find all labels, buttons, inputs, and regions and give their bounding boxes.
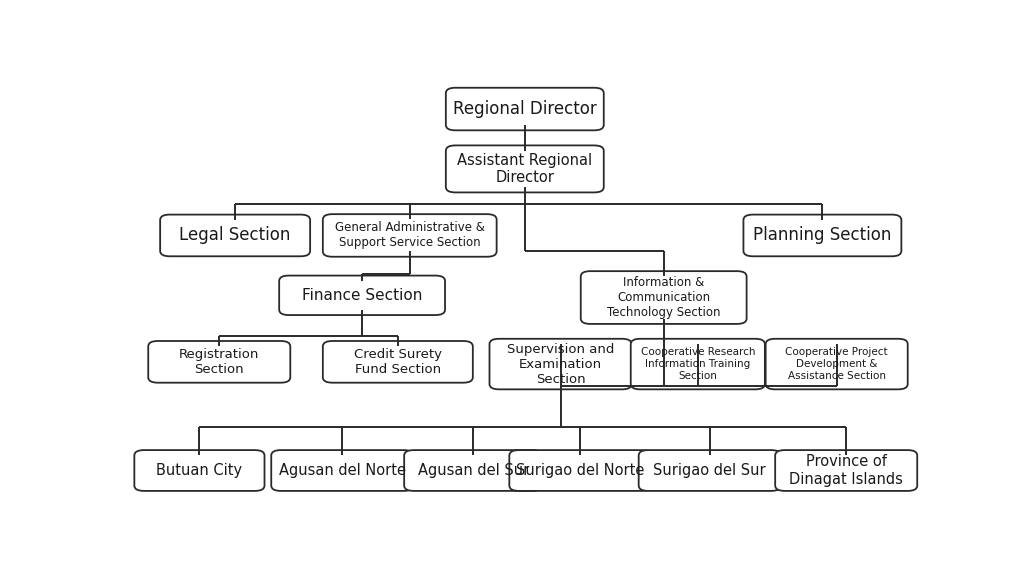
- Text: Surigao del Sur: Surigao del Sur: [653, 463, 766, 478]
- FancyBboxPatch shape: [134, 450, 264, 491]
- FancyBboxPatch shape: [323, 214, 497, 257]
- Text: Surigao del Norte: Surigao del Norte: [516, 463, 644, 478]
- FancyBboxPatch shape: [404, 450, 543, 491]
- Text: Credit Surety
Fund Section: Credit Surety Fund Section: [354, 348, 441, 376]
- FancyBboxPatch shape: [509, 450, 651, 491]
- Text: Finance Section: Finance Section: [302, 288, 422, 303]
- Text: Butuan City: Butuan City: [157, 463, 243, 478]
- FancyBboxPatch shape: [445, 88, 604, 130]
- FancyBboxPatch shape: [631, 339, 765, 389]
- Text: Registration
Section: Registration Section: [179, 348, 259, 376]
- Text: General Administrative &
Support Service Section: General Administrative & Support Service…: [335, 221, 484, 249]
- Text: Planning Section: Planning Section: [754, 226, 892, 244]
- FancyBboxPatch shape: [148, 341, 290, 382]
- FancyBboxPatch shape: [743, 215, 901, 256]
- FancyBboxPatch shape: [280, 275, 445, 315]
- FancyBboxPatch shape: [323, 341, 473, 382]
- FancyBboxPatch shape: [489, 339, 632, 389]
- FancyBboxPatch shape: [775, 450, 918, 491]
- Text: Province of
Dinagat Islands: Province of Dinagat Islands: [790, 454, 903, 487]
- Text: Agusan del Norte: Agusan del Norte: [279, 463, 406, 478]
- Text: Assistant Regional
Director: Assistant Regional Director: [458, 153, 592, 185]
- FancyBboxPatch shape: [639, 450, 780, 491]
- FancyBboxPatch shape: [271, 450, 414, 491]
- FancyBboxPatch shape: [445, 145, 604, 192]
- Text: Cooperative Research
Information Training
Section: Cooperative Research Information Trainin…: [641, 347, 755, 381]
- FancyBboxPatch shape: [766, 339, 907, 389]
- Text: Agusan del Sur: Agusan del Sur: [418, 463, 528, 478]
- Text: Cooperative Project
Development &
Assistance Section: Cooperative Project Development & Assist…: [785, 347, 888, 381]
- Text: Regional Director: Regional Director: [453, 100, 597, 118]
- FancyBboxPatch shape: [160, 215, 310, 256]
- Text: Supervision and
Examination
Section: Supervision and Examination Section: [507, 343, 614, 385]
- FancyBboxPatch shape: [581, 271, 746, 324]
- Text: Legal Section: Legal Section: [179, 226, 291, 244]
- Text: Information &
Communication
Technology Section: Information & Communication Technology S…: [607, 276, 721, 319]
